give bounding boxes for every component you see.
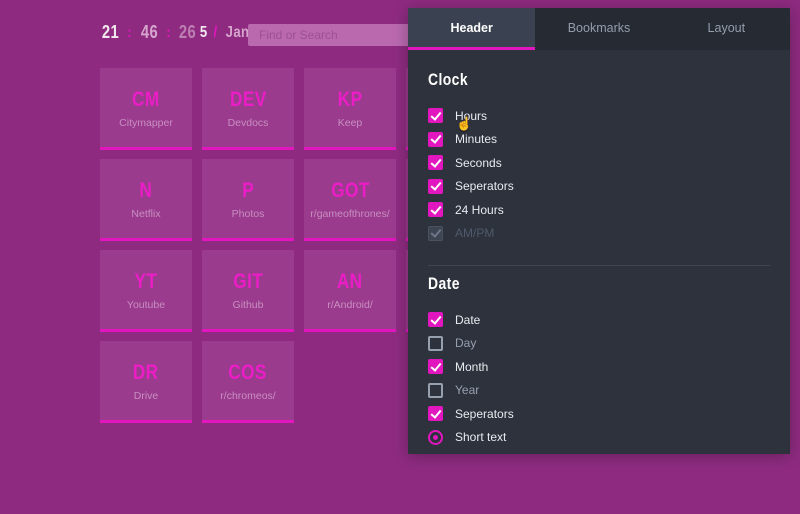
tile-label: Photos [231, 208, 265, 220]
tab-bookmarks[interactable]: Bookmarks [567, 20, 631, 35]
option-date-seperators[interactable]: Seperators [428, 402, 770, 426]
date-separator: / [213, 24, 218, 41]
tile-letter: CM [132, 88, 160, 111]
tile-gameofthrones[interactable]: GOT r/gameofthrones/ [304, 159, 396, 241]
tile-label: Youtube [126, 299, 166, 311]
tile-label: Keep [337, 117, 363, 129]
tab-header[interactable]: Header [408, 8, 536, 50]
clock-hours: 21 [101, 21, 120, 42]
checkbox-checked-icon[interactable] [428, 108, 443, 124]
settings-tabbar: Header Bookmarks Layout [408, 8, 790, 50]
tile-letter: KP [337, 88, 363, 111]
option-label: Seperators [455, 179, 514, 194]
clock-minutes: 46 [140, 21, 158, 42]
option-year[interactable]: Year [428, 379, 770, 403]
tile-label: r/chromeos/ [220, 390, 276, 402]
option-am-pm: AM/PM [428, 222, 770, 246]
checkbox-checked-icon[interactable] [428, 202, 443, 218]
tile-label: r/Android/ [327, 299, 373, 311]
option-hours[interactable]: Hours [428, 104, 770, 128]
tile-photos[interactable]: P Photos [202, 159, 294, 241]
option-24-hours[interactable]: 24 Hours [428, 198, 770, 222]
date-display: 5 / Jan [199, 21, 252, 45]
tile-letter: DEV [229, 88, 267, 111]
tile-letter: GIT [233, 270, 263, 293]
clock-separator: : [127, 23, 133, 41]
checkbox-disabled-icon [428, 225, 443, 241]
option-label: Seconds [455, 155, 502, 170]
tile-netflix[interactable]: N Netflix [100, 159, 192, 241]
tab-layout[interactable]: Layout [707, 20, 746, 35]
tile-label: Netflix [131, 208, 161, 220]
settings-panel: Header Bookmarks Layout Clock Hours Minu… [408, 8, 790, 454]
option-label: Hours [455, 108, 488, 123]
checkbox-unchecked-icon[interactable] [428, 335, 443, 351]
option-short-text[interactable]: Short text [428, 426, 770, 450]
clock-seconds: 26 [178, 21, 197, 42]
checkbox-checked-icon[interactable] [428, 131, 443, 147]
tile-label: Drive [133, 390, 159, 402]
tile-keep[interactable]: KP Keep [304, 68, 396, 150]
checkbox-checked-icon[interactable] [428, 359, 443, 375]
option-day[interactable]: Day [428, 332, 770, 356]
option-label: Year [455, 383, 480, 398]
option-seconds[interactable]: Seconds [428, 151, 770, 175]
option-clock-seperators[interactable]: Seperators [428, 175, 770, 199]
tile-label: r/gameofthrones/ [310, 208, 390, 220]
search-input[interactable] [248, 24, 412, 46]
tile-citymapper[interactable]: CM Citymapper [100, 68, 192, 150]
date-month: Jan [225, 24, 250, 41]
option-label: Date [455, 312, 481, 327]
tile-drive[interactable]: DR Drive [100, 341, 192, 423]
option-label: 24 Hours [455, 202, 504, 217]
tile-devdocs[interactable]: DEV Devdocs [202, 68, 294, 150]
option-date[interactable]: Date [428, 308, 770, 332]
clock-separator: : [166, 23, 171, 41]
option-label: Minutes [455, 132, 498, 147]
option-label: Day [455, 336, 477, 351]
tile-android[interactable]: AN r/Android/ [304, 250, 396, 332]
tile-youtube[interactable]: YT Youtube [100, 250, 192, 332]
option-label: AM/PM [455, 226, 495, 241]
option-month[interactable]: Month [428, 355, 770, 379]
section-divider [428, 265, 770, 266]
radio-selected-icon[interactable] [428, 429, 443, 445]
tile-letter: YT [134, 270, 158, 293]
checkbox-checked-icon[interactable] [428, 155, 443, 171]
tile-letter: AN [337, 270, 363, 293]
tile-label: Citymapper [119, 117, 173, 129]
checkbox-checked-icon[interactable] [428, 178, 443, 194]
checkbox-unchecked-icon[interactable] [428, 382, 443, 398]
tile-chromeos[interactable]: COS r/chromeos/ [202, 341, 294, 423]
option-label: Short text [455, 430, 507, 445]
clock: 21 : 46 : 26 [100, 20, 198, 44]
tile-letter: GOT [330, 179, 370, 202]
option-label: Month [455, 359, 489, 374]
settings-body: Clock Hours Minutes Seconds Seperators 2… [408, 50, 790, 449]
tile-github[interactable]: GIT Github [202, 250, 294, 332]
checkbox-checked-icon[interactable] [428, 312, 443, 328]
tile-letter: N [139, 179, 153, 202]
option-minutes[interactable]: Minutes [428, 128, 770, 152]
option-label: Seperators [455, 406, 514, 421]
section-title-date: Date [428, 274, 460, 293]
tile-letter: COS [228, 361, 268, 384]
date-day-number: 5 [199, 24, 208, 41]
tile-letter: P [242, 179, 254, 202]
checkbox-checked-icon[interactable] [428, 406, 443, 422]
section-title-clock: Clock [428, 70, 469, 89]
tile-letter: DR [133, 361, 159, 384]
tile-label: Github [232, 299, 264, 311]
tile-label: Devdocs [227, 117, 269, 129]
